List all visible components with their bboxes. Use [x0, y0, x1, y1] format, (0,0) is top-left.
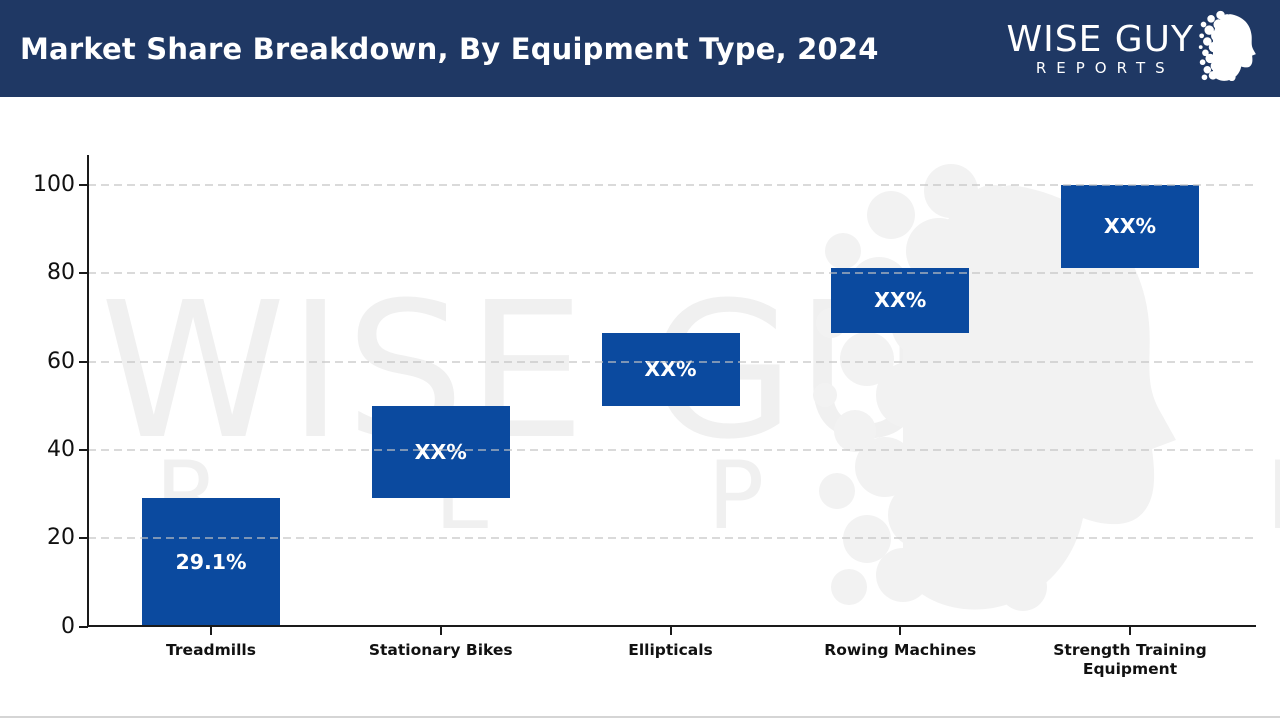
x-axis-line [87, 625, 1256, 627]
x-tick-mark-3 [899, 626, 902, 635]
logo-head-icon [1198, 10, 1256, 81]
page-title: Market Share Breakdown, By Equipment Typ… [20, 31, 879, 66]
category-label-1: Stationary Bikes [368, 640, 513, 659]
bar-value-label: XX% [874, 288, 927, 313]
category-label-3: Rowing Machines [824, 640, 977, 659]
bar-ellipticals: XX% [601, 332, 740, 406]
y-tick-mark-0 [79, 625, 88, 628]
y-tick-label-40: 40 [47, 436, 75, 462]
bar-treadmills: 29.1% [142, 498, 280, 627]
x-tick-mark-1 [439, 626, 442, 635]
y-tick-mark-80 [79, 272, 88, 275]
y-tick-label-80: 80 [47, 260, 75, 286]
y-axis-line [87, 155, 89, 627]
gridline-20 [88, 537, 1256, 540]
logo-wordmark-main: WISE GUY [1006, 18, 1194, 60]
y-tick-label-100: 100 [33, 172, 75, 197]
bar-value-label: XX% [1103, 214, 1157, 239]
y-tick-label-20: 20 [47, 525, 75, 551]
y-tick-label-0: 0 [61, 613, 75, 639]
bar-value-label: XX% [414, 439, 467, 464]
y-tick-mark-40 [79, 448, 88, 451]
bottom-divider [0, 716, 1280, 718]
x-tick-mark-4 [1129, 626, 1131, 635]
logo-wordmark-sub: REPORTS [1035, 58, 1175, 77]
logo-wordmark: WISE GUY REPORTS [1006, 18, 1195, 77]
category-label-4: Strength Training Equipment [1053, 640, 1207, 678]
category-label-2: Ellipticals [628, 640, 713, 659]
bar-rowing-machines: XX% [831, 267, 970, 333]
x-tick-mark-0 [210, 626, 212, 635]
x-tick-mark-2 [669, 626, 672, 635]
gridline-40 [88, 448, 1256, 451]
gridline-60 [88, 360, 1256, 363]
category-label-0: Treadmills [166, 640, 256, 659]
y-tick-mark-60 [79, 360, 88, 363]
gridline-80 [88, 272, 1256, 275]
y-tick-mark-20 [79, 537, 88, 540]
wiseguy-logo: WISE GUY REPORTS [1007, 10, 1263, 88]
gridline-100 [88, 184, 1256, 186]
chart-area: WISE GUY R E P O R T S 02040608010029.1%… [0, 97, 1280, 720]
bar-value-label: 29.1% [175, 550, 247, 575]
y-tick-mark-100 [79, 184, 88, 186]
bar-strength-training-equipment: XX% [1061, 185, 1199, 268]
y-tick-label-60: 60 [47, 348, 75, 374]
bar-stationary-bikes: XX% [371, 405, 510, 499]
header-bar: Market Share Breakdown, By Equipment Typ… [0, 0, 1280, 97]
